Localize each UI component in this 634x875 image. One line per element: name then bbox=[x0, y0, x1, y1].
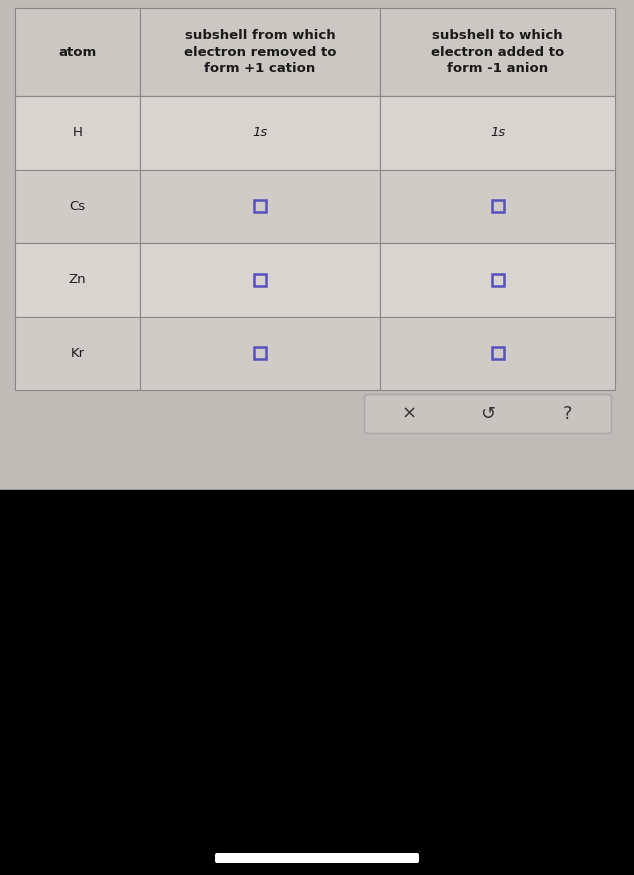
Bar bbox=[0, 490, 634, 875]
Bar bbox=[140, 243, 380, 317]
Bar bbox=[15, 8, 140, 96]
Text: Zn: Zn bbox=[68, 273, 86, 286]
Bar bbox=[380, 317, 615, 390]
Text: 1s: 1s bbox=[490, 126, 505, 139]
Text: ↺: ↺ bbox=[481, 405, 496, 423]
Bar bbox=[140, 8, 380, 96]
Bar bbox=[140, 96, 380, 170]
Text: ×: × bbox=[401, 405, 417, 423]
FancyBboxPatch shape bbox=[215, 853, 419, 863]
Text: subshell to which
electron added to
form -1 anion: subshell to which electron added to form… bbox=[431, 29, 564, 75]
Bar bbox=[0, 0, 634, 490]
Text: subshell from which
electron removed to
form +1 cation: subshell from which electron removed to … bbox=[184, 29, 336, 75]
FancyBboxPatch shape bbox=[365, 395, 612, 433]
Bar bbox=[140, 317, 380, 390]
Bar bbox=[491, 274, 503, 286]
Bar bbox=[380, 96, 615, 170]
Bar bbox=[491, 200, 503, 213]
Text: Cs: Cs bbox=[70, 200, 86, 213]
Text: 1s: 1s bbox=[252, 126, 268, 139]
Bar bbox=[254, 200, 266, 213]
Bar bbox=[491, 347, 503, 360]
Bar bbox=[15, 317, 140, 390]
Bar bbox=[380, 170, 615, 243]
Bar bbox=[15, 96, 140, 170]
Bar bbox=[380, 8, 615, 96]
Text: H: H bbox=[72, 126, 82, 139]
Text: Kr: Kr bbox=[70, 346, 84, 360]
Text: ?: ? bbox=[562, 405, 572, 423]
Text: atom: atom bbox=[58, 46, 96, 59]
Bar bbox=[15, 243, 140, 317]
Bar bbox=[140, 170, 380, 243]
Bar bbox=[254, 347, 266, 360]
Bar bbox=[15, 170, 140, 243]
Bar bbox=[380, 243, 615, 317]
Bar bbox=[254, 274, 266, 286]
